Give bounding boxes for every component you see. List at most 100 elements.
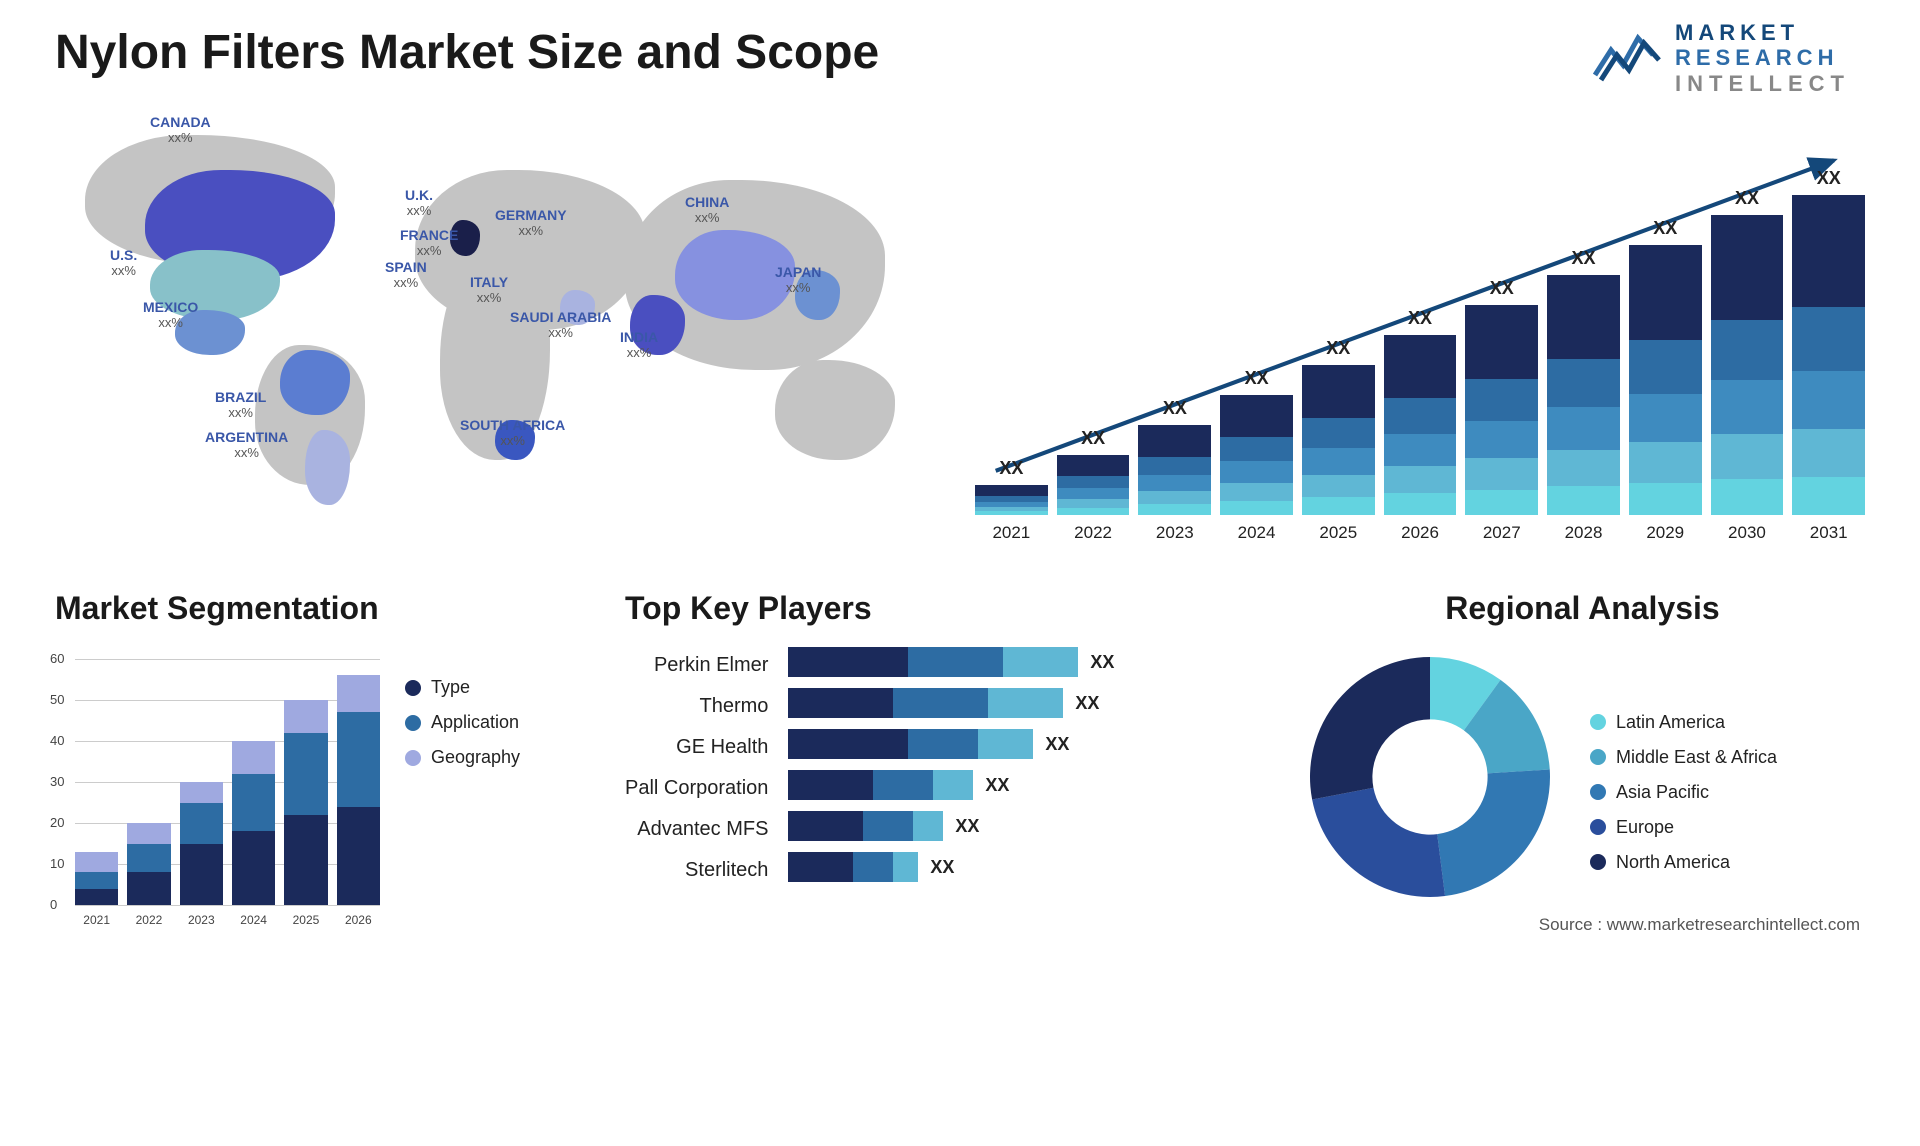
player-value: XX [930, 857, 954, 878]
growth-value-label: XX [999, 458, 1023, 479]
player-value: XX [1075, 693, 1099, 714]
map-country-label: U.S.xx% [110, 248, 137, 279]
player-bar-row: XX [788, 852, 1114, 882]
growth-value-label: XX [1408, 308, 1432, 329]
logo-line-2: RESEARCH [1675, 45, 1850, 70]
map-country-label: INDIAxx% [620, 330, 658, 361]
player-bar-row: XX [788, 647, 1114, 677]
growth-value-label: XX [1490, 278, 1514, 299]
growth-year-label: 2029 [1646, 523, 1684, 543]
growth-year-label: 2028 [1565, 523, 1603, 543]
player-name: Sterlitech [625, 855, 768, 885]
world-map-panel: CANADAxx%U.S.xx%MEXICOxx%BRAZILxx%ARGENT… [55, 100, 935, 520]
regional-donut-chart [1300, 647, 1560, 907]
players-panel: Top Key Players Perkin Elmer Thermo GE Hea… [625, 575, 1265, 927]
growth-value-label: XX [1817, 168, 1841, 189]
seg-year-label: 2023 [188, 913, 215, 927]
player-value: XX [1045, 734, 1069, 755]
growth-year-label: 2031 [1810, 523, 1848, 543]
source-label: Source : www.marketresearchintellect.com [1539, 915, 1860, 935]
seg-year-label: 2026 [345, 913, 372, 927]
donut-slice [1310, 657, 1430, 799]
growth-bar: XX2027 [1465, 278, 1538, 515]
map-country-label: ARGENTINAxx% [205, 430, 288, 461]
player-bar-row: XX [788, 729, 1114, 759]
segmentation-panel: Market Segmentation 01020304050602021202… [55, 575, 590, 927]
player-value: XX [985, 775, 1009, 796]
player-value: XX [955, 816, 979, 837]
map-region-blob [775, 360, 895, 460]
seg-ytick: 40 [50, 733, 64, 748]
seg-year-label: 2021 [83, 913, 110, 927]
segmentation-chart: 0102030405060202120222023202420252026 [55, 647, 380, 927]
map-region-blob [280, 350, 350, 415]
seg-ytick: 30 [50, 774, 64, 789]
legend-item: Application [405, 712, 520, 733]
growth-bar: XX2022 [1057, 428, 1130, 515]
growth-year-label: 2026 [1401, 523, 1439, 543]
players-title: Top Key Players [625, 590, 1265, 627]
seg-year-label: 2025 [293, 913, 320, 927]
growth-year-label: 2021 [992, 523, 1030, 543]
growth-year-label: 2027 [1483, 523, 1521, 543]
player-value: XX [1090, 652, 1114, 673]
seg-bar: 2023 [180, 782, 223, 905]
growth-value-label: XX [1163, 398, 1187, 419]
map-country-label: SPAINxx% [385, 260, 427, 291]
seg-ytick: 50 [50, 692, 64, 707]
legend-item: Geography [405, 747, 520, 768]
growth-year-label: 2030 [1728, 523, 1766, 543]
growth-value-label: XX [1245, 368, 1269, 389]
seg-year-label: 2024 [240, 913, 267, 927]
growth-bar: XX2026 [1384, 308, 1457, 515]
growth-year-label: 2024 [1238, 523, 1276, 543]
legend-item: Asia Pacific [1590, 782, 1777, 803]
growth-value-label: XX [1326, 338, 1350, 359]
logo-line-3: INTELLECT [1675, 71, 1850, 96]
player-bar-row: XX [788, 770, 1114, 800]
players-chart: XXXXXXXXXXXX [788, 647, 1114, 882]
growth-value-label: XX [1081, 428, 1105, 449]
brand-logo: MARKET RESEARCH INTELLECT [1593, 20, 1850, 96]
seg-bar: 2024 [232, 741, 275, 905]
growth-bar: XX2028 [1547, 248, 1620, 515]
growth-year-label: 2022 [1074, 523, 1112, 543]
legend-item: Latin America [1590, 712, 1777, 733]
map-country-label: MEXICOxx% [143, 300, 198, 331]
map-country-label: SAUDI ARABIAxx% [510, 310, 611, 341]
seg-ytick: 20 [50, 815, 64, 830]
regional-panel: Regional Analysis Latin AmericaMiddle Ea… [1300, 575, 1865, 927]
growth-bar: XX2031 [1792, 168, 1865, 515]
map-region-blob [305, 430, 350, 505]
seg-bar: 2026 [337, 675, 380, 905]
seg-ytick: 10 [50, 856, 64, 871]
growth-bar: XX2025 [1302, 338, 1375, 515]
seg-ytick: 0 [50, 897, 57, 912]
seg-bar: 2021 [75, 852, 118, 905]
seg-ytick: 60 [50, 651, 64, 666]
player-name: Thermo [625, 691, 768, 721]
segmentation-title: Market Segmentation [55, 590, 590, 627]
donut-slice [1312, 788, 1445, 897]
player-name: GE Health [625, 732, 768, 762]
growth-value-label: XX [1653, 218, 1677, 239]
seg-bar: 2025 [284, 700, 327, 905]
map-country-label: FRANCExx% [400, 228, 458, 259]
growth-year-label: 2025 [1319, 523, 1357, 543]
map-country-label: CANADAxx% [150, 115, 211, 146]
growth-chart: XX2021XX2022XX2023XX2024XX2025XX2026XX20… [975, 150, 1865, 550]
growth-value-label: XX [1572, 248, 1596, 269]
player-name: Advantec MFS [625, 814, 768, 844]
map-country-label: CHINAxx% [685, 195, 729, 226]
map-country-label: ITALYxx% [470, 275, 508, 306]
regional-legend: Latin AmericaMiddle East & AfricaAsia Pa… [1590, 712, 1777, 873]
player-name: Perkin Elmer [625, 650, 768, 680]
legend-item: Europe [1590, 817, 1777, 838]
growth-bar: XX2029 [1629, 218, 1702, 515]
growth-value-label: XX [1735, 188, 1759, 209]
growth-bar: XX2021 [975, 458, 1048, 515]
segmentation-legend: Type Application Geography [405, 677, 520, 927]
legend-item: Type [405, 677, 520, 698]
map-country-label: GERMANYxx% [495, 208, 567, 239]
growth-bar: XX2024 [1220, 368, 1293, 515]
